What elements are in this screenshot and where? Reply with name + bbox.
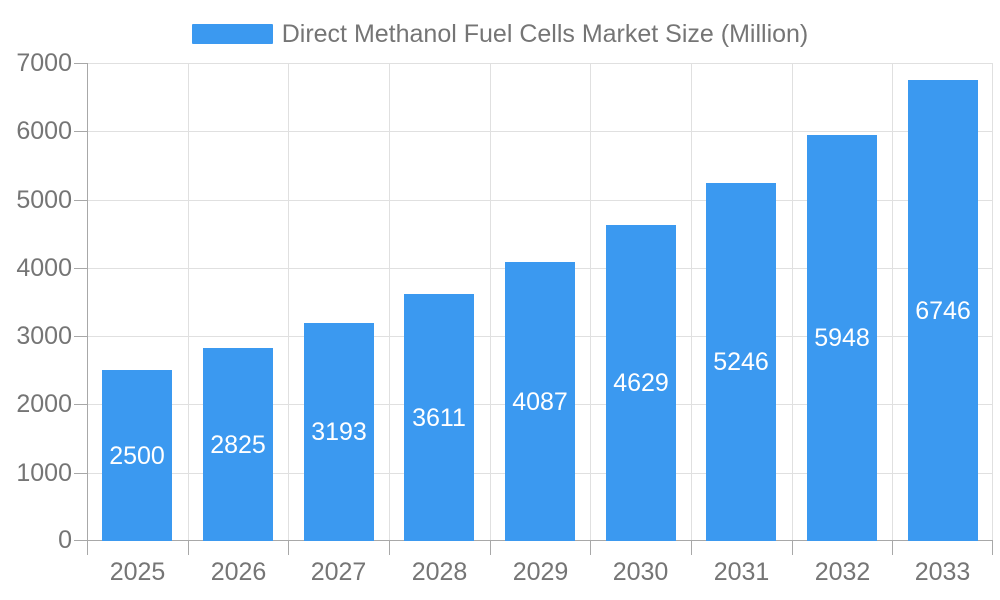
bar-value-label: 5246 [713,348,769,376]
y-tick-label: 6000 [16,117,72,145]
y-tick-label: 4000 [16,254,72,282]
x-tick-label: 2033 [914,558,971,586]
x-tick-mark [691,540,692,555]
x-gridline [490,63,491,541]
x-gridline [288,63,289,541]
y-tick-mark [74,268,87,269]
y-axis-line [87,63,88,541]
x-gridline [389,63,390,541]
y-tick-mark [74,131,87,132]
bar-2031: 5246 [706,183,776,541]
plot-area: 0 1000 2000 3000 4000 5000 6000 7000 2500 2025 282… [16,49,993,586]
x-tick-label: 2026 [210,558,267,586]
x-tick-label: 2031 [713,558,770,586]
y-tick-mark [74,200,87,201]
x-gridline [188,63,189,541]
x-tick-mark [288,540,289,555]
y-gridline [87,200,993,201]
x-gridline [892,63,893,541]
bar-2028: 3611 [404,294,474,541]
bar-value-label: 2825 [210,430,266,459]
bar-value-label: 4087 [512,387,568,416]
x-gridline [792,63,793,541]
bar-2032: 5948 [807,135,877,541]
legend-swatch [191,24,273,44]
y-tick-mark [74,540,87,541]
y-tick-label: 7000 [16,49,72,77]
y-gridline [87,63,993,64]
x-tick-label: 2027 [310,558,367,586]
y-tick-mark [74,473,87,474]
x-tick-mark [490,540,491,555]
bar-value-label: 5948 [814,324,870,352]
y-gridline [87,131,993,132]
x-tick-label: 2029 [512,558,569,586]
chart-legend[interactable]: Direct Methanol Fuel Cells Market Size (… [0,15,1000,53]
y-tick-label: 5000 [16,186,72,214]
bar-value-label: 6746 [915,296,971,325]
x-tick-label: 2025 [109,558,166,586]
x-tick-mark [590,540,591,555]
y-tick-label: 0 [58,526,72,554]
bar-2033: 6746 [908,80,978,541]
bar-2029: 4087 [505,262,575,541]
x-gridline [590,63,591,541]
bar-2030: 4629 [606,225,676,541]
y-tick-mark [74,63,87,64]
x-tick-mark [892,540,893,555]
bar-2027: 3193 [304,323,374,541]
bar-2025: 2500 [102,370,172,541]
bar-value-label: 4629 [613,369,669,397]
y-tick-label: 3000 [16,322,72,350]
x-tick-label: 2032 [814,558,871,586]
bar-value-label: 2500 [109,441,165,470]
x-gridline [992,63,993,541]
y-tick-mark [74,404,87,405]
bar-value-label: 3611 [412,403,466,432]
legend-label: Direct Methanol Fuel Cells Market Size (… [281,20,809,48]
x-tick-label: 2030 [612,558,669,586]
x-tick-mark [87,540,88,555]
y-tick-label: 1000 [16,459,72,487]
y-tick-mark [74,336,87,337]
x-tick-label: 2028 [411,558,468,586]
bar-2026: 2825 [203,348,273,541]
x-tick-mark [792,540,793,555]
x-tick-mark [188,540,189,555]
x-tick-mark [389,540,390,555]
x-gridline [691,63,692,541]
x-tick-mark [992,540,993,555]
y-tick-label: 2000 [16,390,72,418]
bar-value-label: 3193 [311,418,367,446]
